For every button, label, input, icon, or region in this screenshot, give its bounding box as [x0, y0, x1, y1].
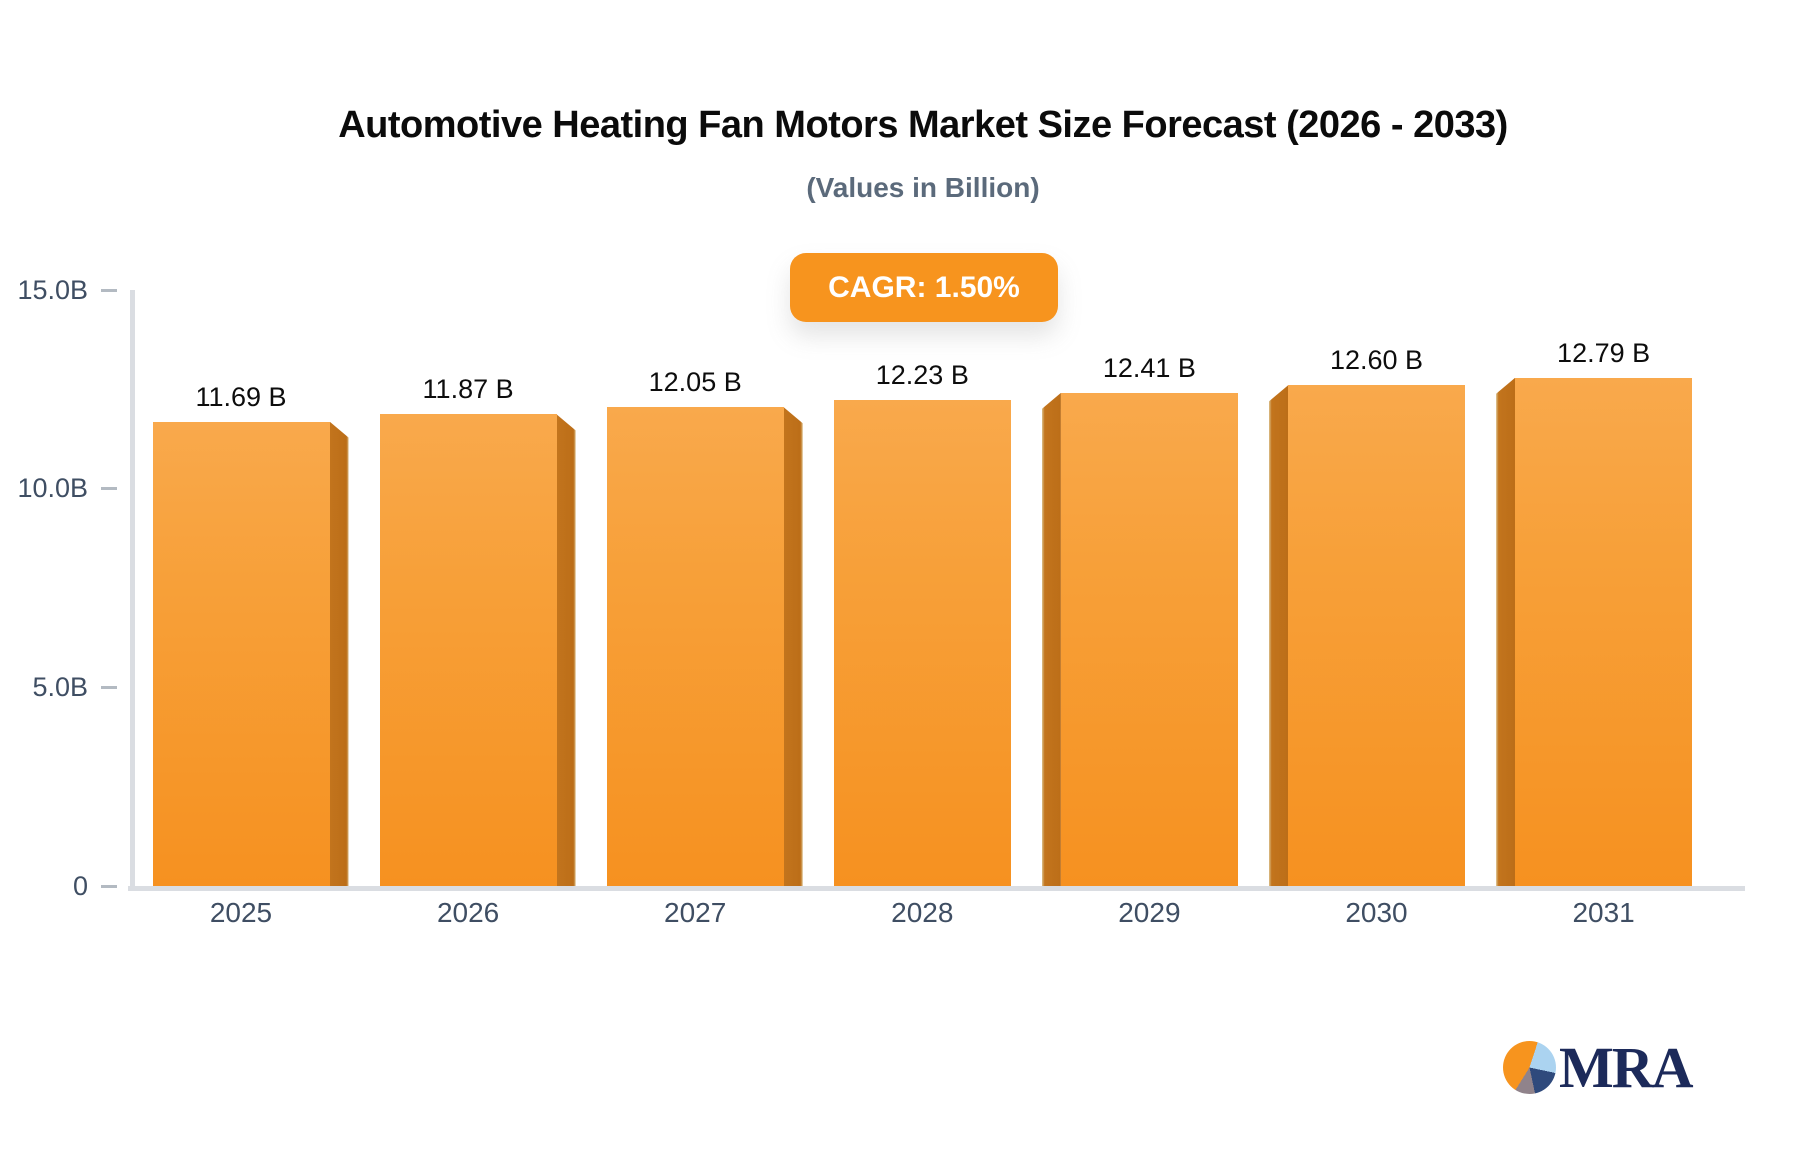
x-axis-label: 2026: [436, 897, 500, 928]
y-axis-tick: [101, 487, 117, 491]
x-axis-line: [128, 886, 1745, 891]
x-axis-label: 2027: [664, 897, 727, 928]
y-axis-label: 0: [72, 870, 88, 901]
bar: [833, 400, 1011, 886]
y-axis-tick: [101, 685, 117, 689]
bar-value-label: 11.69 B: [195, 381, 287, 412]
bar-value-label: 12.60 B: [1329, 345, 1424, 376]
y-axis-label: 5.0B: [32, 671, 88, 702]
bar-side-face: [1269, 385, 1288, 886]
cagr-badge-label: CAGR: 1.50%: [828, 270, 1020, 304]
bar-side-face: [556, 414, 576, 886]
bar-value-label: 12.23 B: [875, 360, 969, 391]
mra-logo: MRA: [1503, 1035, 1694, 1100]
bar-side-face: [783, 407, 803, 886]
y-axis-line: [130, 290, 135, 891]
x-axis-label: 2025: [209, 897, 273, 928]
bar: [1060, 392, 1238, 886]
bar: [1515, 377, 1693, 886]
bar-value-label: 12.41 B: [1102, 352, 1196, 383]
x-axis-label: 2028: [891, 897, 954, 928]
cagr-badge: CAGR: 1.50%: [790, 253, 1058, 322]
chart-subtitle: (Values in Billion): [806, 172, 1040, 203]
bar: [152, 421, 330, 886]
y-axis-tick: [101, 288, 117, 292]
bar-value-label: 11.87 B: [422, 374, 514, 405]
bar-side-face: [1041, 392, 1061, 886]
x-axis-label: 2030: [1345, 897, 1408, 928]
bar: [379, 414, 557, 886]
mra-pie-icon: [1503, 1041, 1556, 1094]
bar-value-label: 12.79 B: [1557, 337, 1651, 368]
y-axis-tick: [101, 884, 117, 888]
bar: [1288, 385, 1465, 886]
chart-title: Automotive Heating Fan Motors Market Siz…: [338, 104, 1508, 146]
x-axis-label: 2029: [1118, 897, 1181, 928]
y-axis-label: 15.0B: [17, 274, 88, 305]
x-axis-label: 2031: [1572, 897, 1635, 928]
bar: [606, 407, 784, 886]
y-axis-label: 10.0B: [17, 473, 88, 504]
bar-side-face: [1496, 377, 1516, 886]
bar-side-face: [329, 421, 349, 886]
bar-value-label: 12.05 B: [648, 367, 742, 398]
mra-logo-text: MRA: [1559, 1035, 1694, 1100]
